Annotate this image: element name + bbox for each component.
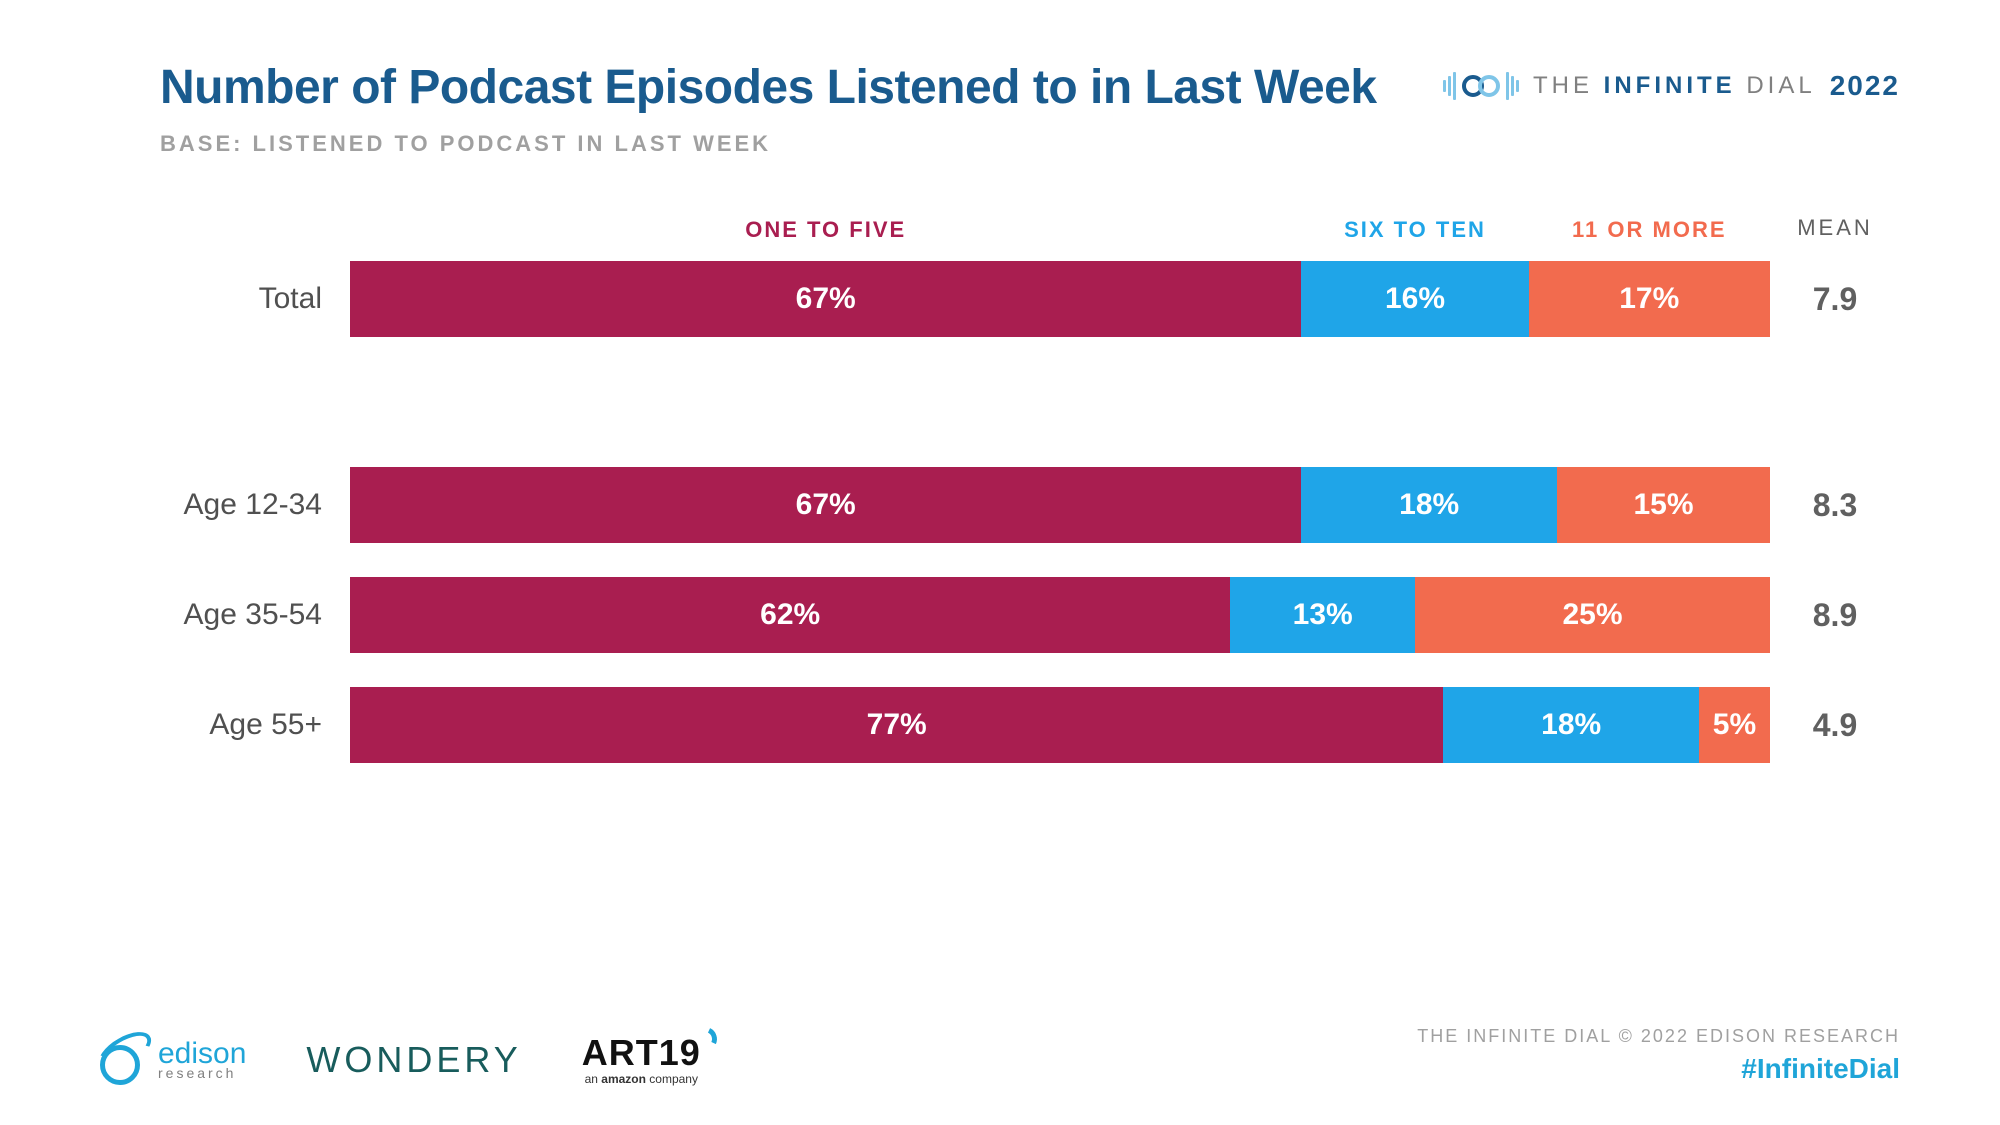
legend-item: ONE TO FIVE <box>350 217 1301 243</box>
art19-sub: an amazon company <box>585 1073 698 1085</box>
bar-row: Age 35-5462%13%25%8.9 <box>160 577 1900 653</box>
edison-icon <box>100 1035 150 1085</box>
mean-value: 8.3 <box>1770 487 1900 524</box>
bar-segment: 18% <box>1443 687 1699 763</box>
mean-header: MEAN <box>1770 215 1900 241</box>
sponsor-logos: edison research WONDERY ART19 an amazon … <box>100 1035 701 1085</box>
chart-title: Number of Podcast Episodes Listened to i… <box>160 60 1377 115</box>
bar-segment: 17% <box>1529 261 1770 337</box>
footer-right: THE INFINITE DIAL © 2022 EDISON RESEARCH… <box>1417 1026 1900 1085</box>
edison-logo: edison research <box>100 1035 246 1085</box>
bar-track: 67%18%15% <box>350 467 1770 543</box>
bar-row: Age 55+77%18%5%4.9 <box>160 687 1900 763</box>
bar-rows: Total67%16%17%7.9Age 12-3467%18%15%8.3Ag… <box>160 261 1900 763</box>
mean-value: 7.9 <box>1770 281 1900 318</box>
chart: ONE TO FIVESIX TO TEN11 OR MORE Total67%… <box>160 217 1900 763</box>
art19-logo: ART19 an amazon company <box>582 1035 701 1085</box>
bar-track: 62%13%25% <box>350 577 1770 653</box>
footer: edison research WONDERY ART19 an amazon … <box>100 1026 1900 1085</box>
bar-segment: 18% <box>1301 467 1557 543</box>
chart-subtitle: BASE: LISTENED TO PODCAST IN LAST WEEK <box>160 131 1377 157</box>
title-block: Number of Podcast Episodes Listened to i… <box>160 60 1377 157</box>
brand-suffix: DIAL <box>1746 72 1815 99</box>
bar-segment: 67% <box>350 261 1301 337</box>
bar-segment: 16% <box>1301 261 1528 337</box>
brand-prefix: THE <box>1533 72 1593 99</box>
art19-name: ART19 <box>582 1035 701 1071</box>
bar-segment: 25% <box>1415 577 1770 653</box>
brand-lockup: THE INFINITE DIAL 2022 <box>1443 70 1900 102</box>
header: Number of Podcast Episodes Listened to i… <box>160 60 1900 157</box>
bar-segment: 62% <box>350 577 1230 653</box>
bar-segment: 13% <box>1230 577 1415 653</box>
legend: ONE TO FIVESIX TO TEN11 OR MORE <box>160 217 1900 243</box>
slide-container: Number of Podcast Episodes Listened to i… <box>0 0 2000 1125</box>
edison-name: edison <box>158 1040 246 1067</box>
row-label: Age 35-54 <box>160 598 350 632</box>
row-label: Age 12-34 <box>160 488 350 522</box>
bar-segment: 15% <box>1557 467 1770 543</box>
bar-row: Total67%16%17%7.9 <box>160 261 1900 337</box>
bar-segment: 5% <box>1699 687 1770 763</box>
bar-track: 67%16%17% <box>350 261 1770 337</box>
row-label: Age 55+ <box>160 708 350 742</box>
row-label: Total <box>160 282 350 316</box>
bar-segment: 77% <box>350 687 1443 763</box>
wondery-logo: WONDERY <box>306 1039 521 1081</box>
mean-value: 8.9 <box>1770 597 1900 634</box>
brand-year: 2022 <box>1830 70 1900 102</box>
legend-item: 11 OR MORE <box>1529 217 1770 243</box>
mean-value: 4.9 <box>1770 707 1900 744</box>
hashtag: #InfiniteDial <box>1417 1053 1900 1085</box>
infinite-dial-icon <box>1443 72 1519 100</box>
brand-core: INFINITE <box>1604 72 1736 99</box>
bar-row: Age 12-3467%18%15%8.3 <box>160 467 1900 543</box>
copyright: THE INFINITE DIAL © 2022 EDISON RESEARCH <box>1417 1026 1900 1047</box>
bar-track: 77%18%5% <box>350 687 1770 763</box>
edison-sub: research <box>158 1067 246 1080</box>
bar-segment: 67% <box>350 467 1301 543</box>
legend-item: SIX TO TEN <box>1301 217 1528 243</box>
brand-text: THE INFINITE DIAL <box>1533 72 1816 100</box>
